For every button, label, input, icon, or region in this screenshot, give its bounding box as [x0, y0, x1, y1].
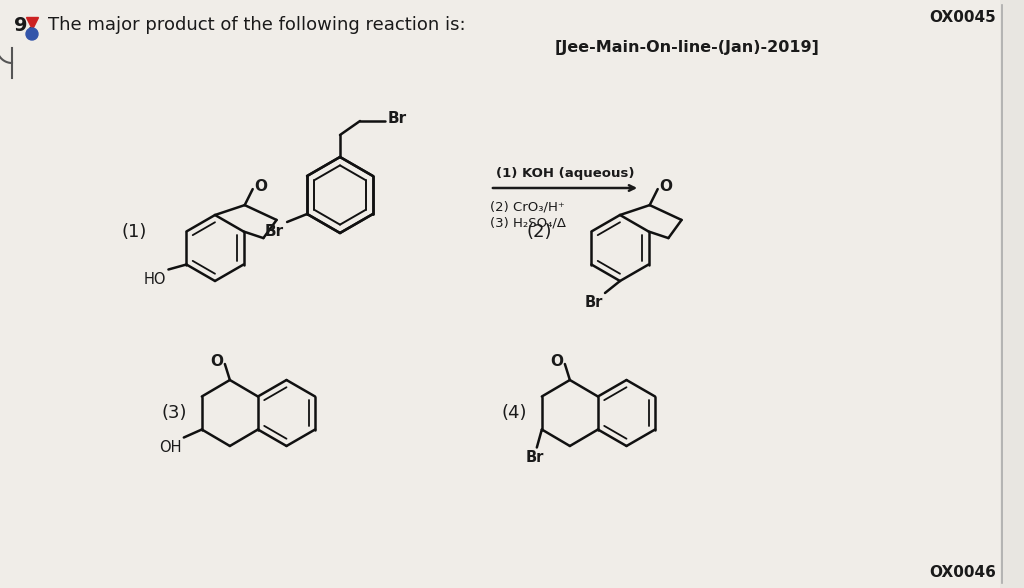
Text: O: O: [659, 179, 673, 193]
Text: OX0045: OX0045: [929, 10, 996, 25]
Circle shape: [26, 28, 38, 40]
Text: (1) KOH (aqueous): (1) KOH (aqueous): [496, 167, 634, 180]
Text: Br: Br: [388, 111, 408, 125]
FancyBboxPatch shape: [0, 0, 1000, 588]
Text: Br: Br: [265, 224, 284, 239]
Text: O: O: [210, 353, 223, 369]
Text: (4): (4): [502, 404, 526, 422]
Text: OH: OH: [160, 439, 182, 455]
Text: [Jee-Main-On-line-(Jan)-2019]: [Jee-Main-On-line-(Jan)-2019]: [555, 40, 820, 55]
Text: O: O: [550, 353, 563, 369]
Text: (2): (2): [526, 222, 552, 240]
Text: Br: Br: [525, 449, 544, 465]
Text: OX0046: OX0046: [929, 565, 996, 580]
Text: (3): (3): [162, 404, 186, 422]
Text: (1): (1): [122, 222, 147, 240]
Text: Br: Br: [585, 295, 603, 310]
Text: HO: HO: [144, 272, 167, 286]
Text: 9.: 9.: [14, 16, 35, 35]
Text: (3) H₂SO₄/Δ: (3) H₂SO₄/Δ: [490, 216, 566, 229]
Text: The major product of the following reaction is:: The major product of the following react…: [48, 16, 466, 34]
Text: O: O: [255, 179, 267, 193]
Text: (2) CrO₃/H⁺: (2) CrO₃/H⁺: [490, 200, 565, 213]
